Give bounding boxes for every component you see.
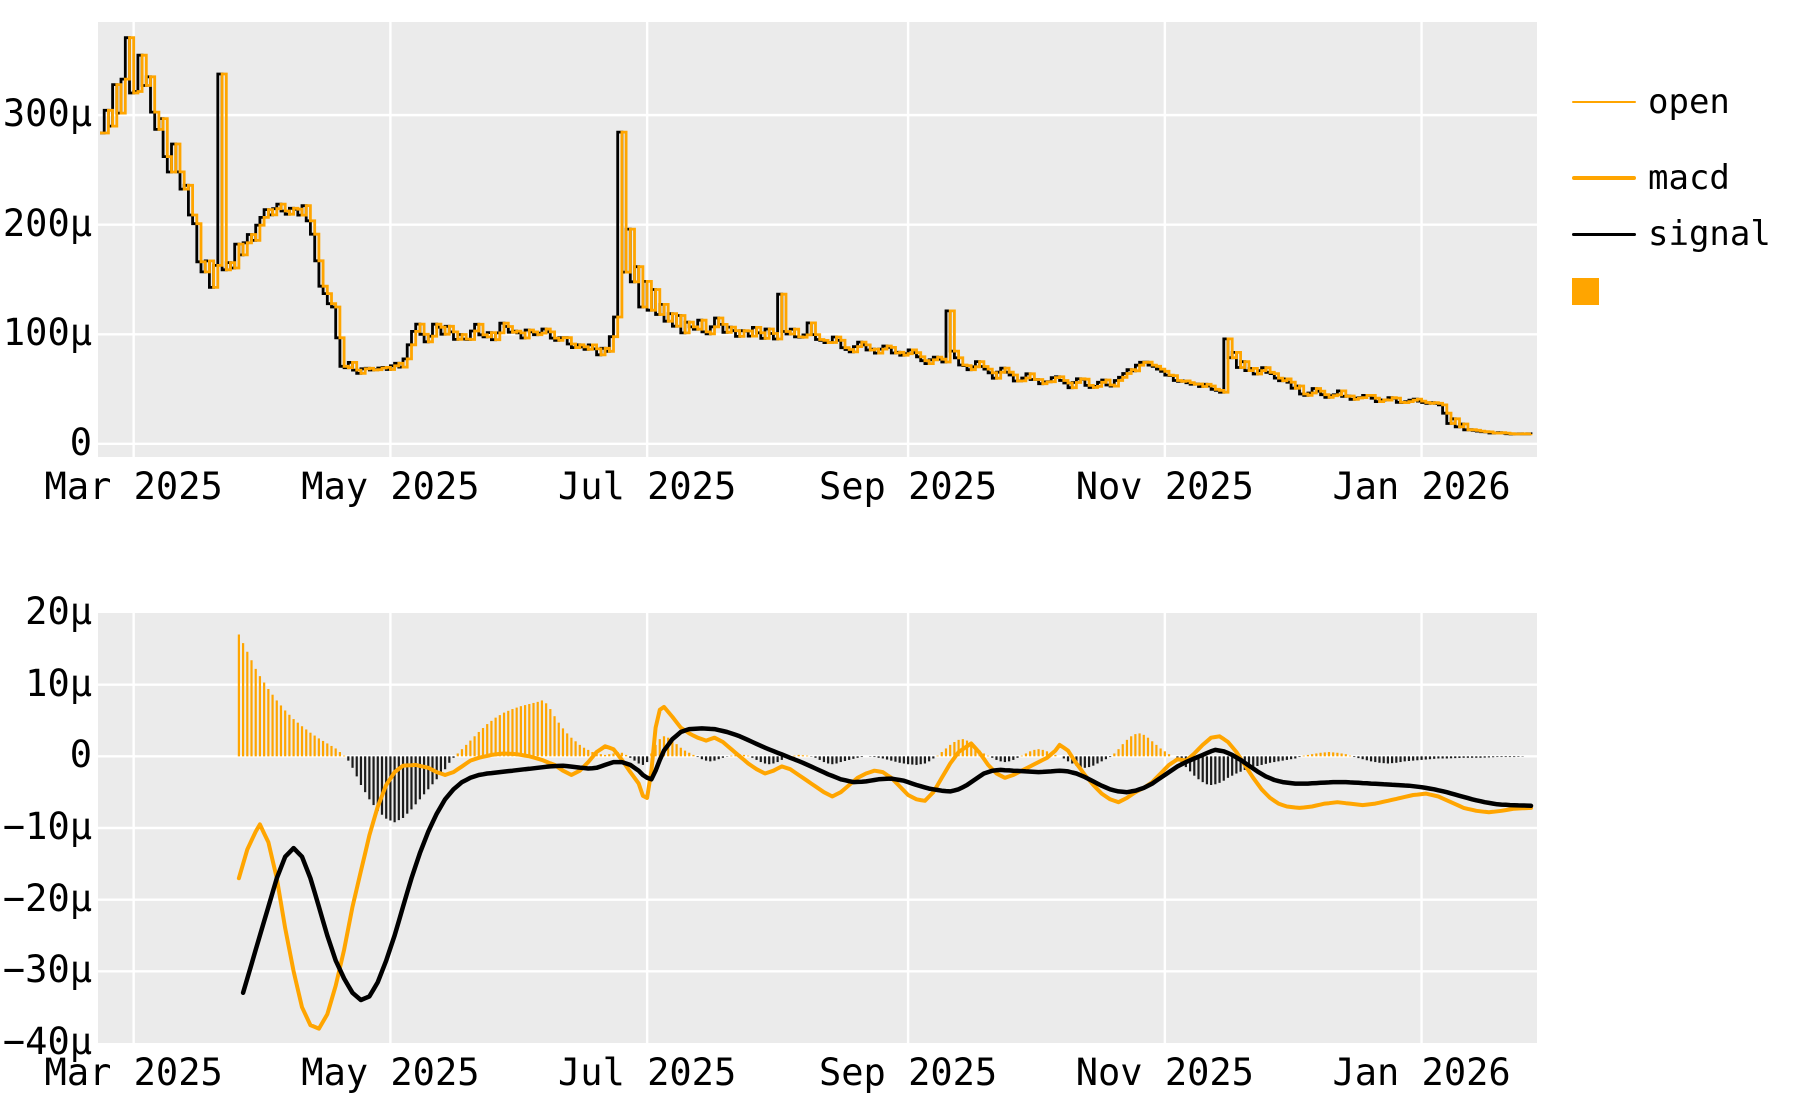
price-panel [98,22,1537,457]
macd-line-swatch-icon [1572,176,1636,180]
macd-x-tick: Jul 2025 [558,1051,737,1094]
price-y-tick: 0 [69,420,92,464]
macd-y-tick: 0 [69,733,92,777]
price-x-tick: Jul 2025 [558,465,737,508]
price-y-tick: 100µ [2,311,92,355]
macd-x-tick: Nov 2025 [1075,1051,1254,1094]
legend-item-histogram [1572,278,1611,305]
macd-x-tick: Jan 2026 [1332,1051,1511,1094]
macd-y-tick: −20µ [2,876,92,920]
macd-x-tick: Mar 2025 [44,1051,223,1094]
legend-item-signal: signal [1572,214,1771,254]
macd-y-tick: −40µ [2,1019,92,1063]
price-panel-plot [98,22,1537,457]
price-y-tick: 200µ [2,201,92,245]
price-x-tick: Jan 2026 [1332,465,1511,508]
price-x-tick: Mar 2025 [44,465,223,508]
price-x-tick: Nov 2025 [1075,465,1254,508]
macd-y-tick: −30µ [2,948,92,992]
legend-item-macd: macd [1572,158,1730,198]
price-x-tick: Sep 2025 [818,465,998,508]
price-x-tick: May 2025 [301,465,480,508]
price-y-tick: 300µ [2,91,92,135]
open-line-swatch-icon [1572,101,1636,103]
macd-y-tick: −10µ [2,804,92,848]
macd-panel [98,613,1537,1043]
legend-label-signal: signal [1648,214,1771,254]
legend-label-macd: macd [1648,158,1730,198]
macd-y-tick: 10µ [25,661,92,705]
macd-x-tick: May 2025 [301,1051,480,1094]
macd-y-tick: 20µ [25,589,92,633]
macd-x-tick: Sep 2025 [818,1051,998,1094]
signal-line-swatch-icon [1572,232,1636,236]
histogram-square-swatch-icon [1572,278,1599,305]
legend-label-open: open [1648,82,1730,122]
macd-panel-plot [98,613,1537,1043]
legend-item-open: open [1572,82,1730,122]
